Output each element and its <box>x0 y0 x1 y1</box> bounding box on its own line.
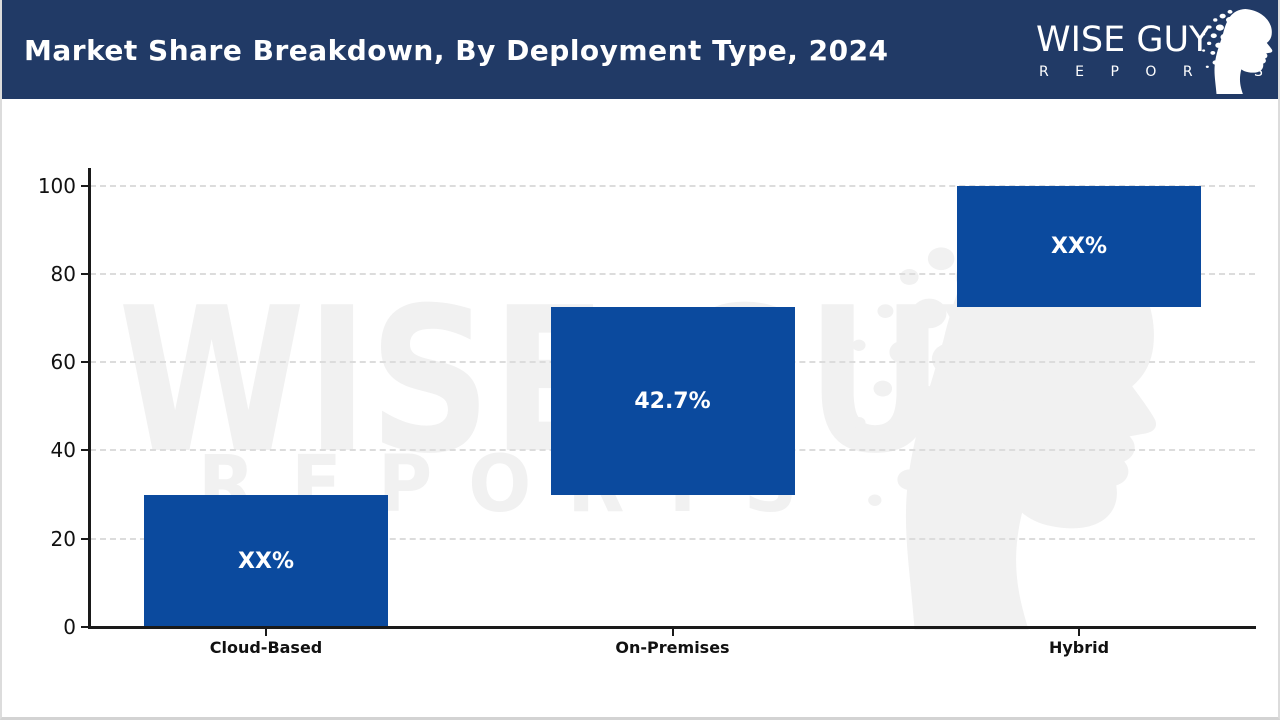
gridline-20 <box>90 537 1255 540</box>
x-tick-label-on-premises: On-Premises <box>615 638 730 657</box>
x-axis <box>89 626 1256 629</box>
y-tick-mark-100 <box>81 184 90 187</box>
bar-cloud-based: XX% <box>144 495 388 627</box>
wiseguy-logo: WISE GUY R E P O R T S <box>1036 4 1276 96</box>
chart-title: Market Share Breakdown, By Deployment Ty… <box>24 34 889 67</box>
logo-tagline-text: R E P O R T S <box>1039 64 1274 80</box>
y-tick-label-40: 40 <box>50 438 76 463</box>
y-tick-label-80: 80 <box>50 261 76 286</box>
y-tick-mark-0 <box>81 626 90 628</box>
y-tick-label-100: 100 <box>37 173 76 198</box>
x-tick-label-hybrid: Hybrid <box>1048 638 1110 657</box>
x-tick-mark-cloud-based <box>265 629 267 636</box>
logo-name-text: WISE GUY <box>1036 20 1211 60</box>
bar-value-label-hybrid: XX% <box>1051 233 1107 259</box>
gridline-100 <box>90 184 1255 187</box>
bar-hybrid: XX% <box>957 185 1201 307</box>
gridline-80 <box>90 272 1255 275</box>
x-tick-label-cloud-based: Cloud-Based <box>209 638 323 657</box>
x-tick-mark-on-premises <box>671 629 674 636</box>
y-tick-label-0: 0 <box>63 615 76 639</box>
y-axis <box>88 168 91 629</box>
y-tick-label-60: 60 <box>50 350 76 375</box>
y-tick-mark-60 <box>81 361 90 364</box>
y-tick-mark-40 <box>81 449 90 452</box>
y-tick-mark-20 <box>81 537 90 540</box>
logo-dotted-head-profile-icon <box>1184 8 1276 94</box>
header-bar: Market Share Breakdown, By Deployment Ty… <box>2 0 1278 99</box>
x-tick-mark-hybrid <box>1078 629 1080 636</box>
y-tick-mark-80 <box>81 272 90 275</box>
bar-value-label-on-premises: 42.7% <box>634 388 711 414</box>
bar-on-premises: 42.7% <box>550 306 795 496</box>
y-tick-label-20: 20 <box>50 526 76 551</box>
bar-value-label-cloud-based: XX% <box>238 548 294 574</box>
